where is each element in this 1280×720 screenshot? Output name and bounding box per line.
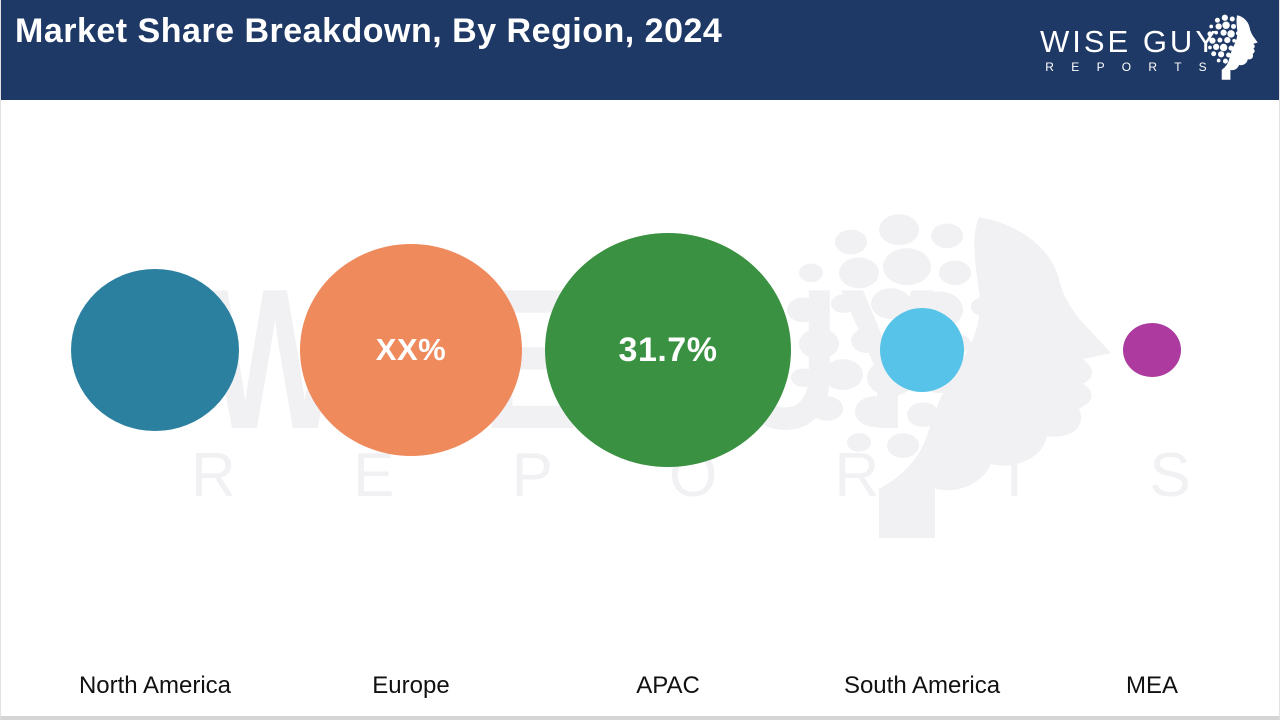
bubble-layer: North America XX% Europe 31.7% APAC South Ame…: [1, 100, 1279, 716]
bubble-value-europe: XX%: [375, 332, 447, 367]
category-label-south-america: South America: [843, 672, 1001, 699]
header-bar: Market Share Breakdown, By Region, 2024 …: [1, 0, 1279, 100]
bubble-south-america: [880, 308, 964, 392]
category-label-north-america: North America: [78, 672, 232, 699]
wiseguy-logo-text: WISE GUY R E P O R T S: [1040, 25, 1219, 75]
bubble-mea: [1123, 323, 1181, 377]
bubble-apac: 31.7%: [545, 233, 791, 467]
category-label-europe: Europe: [372, 672, 450, 699]
category-label-apac: APAC: [636, 672, 700, 699]
wiseguy-logo-name: WISE GUY: [1039, 24, 1219, 59]
bubble-value-apac: 31.7%: [618, 330, 718, 369]
bubble-chart: WISE GUY R E P O R T S North AmericaXX%E…: [1, 100, 1279, 716]
category-label-mea: MEA: [1125, 672, 1178, 699]
wiseguy-logo-subtitle: R E P O R T S: [1045, 60, 1214, 74]
wiseguy-logo: WISE GUY R E P O R T S: [1040, 8, 1267, 92]
page-title: Market Share Breakdown, By Region, 2024: [15, 12, 723, 50]
bubble-north-america: [71, 269, 239, 431]
bubble-europe: XX%: [300, 244, 522, 456]
